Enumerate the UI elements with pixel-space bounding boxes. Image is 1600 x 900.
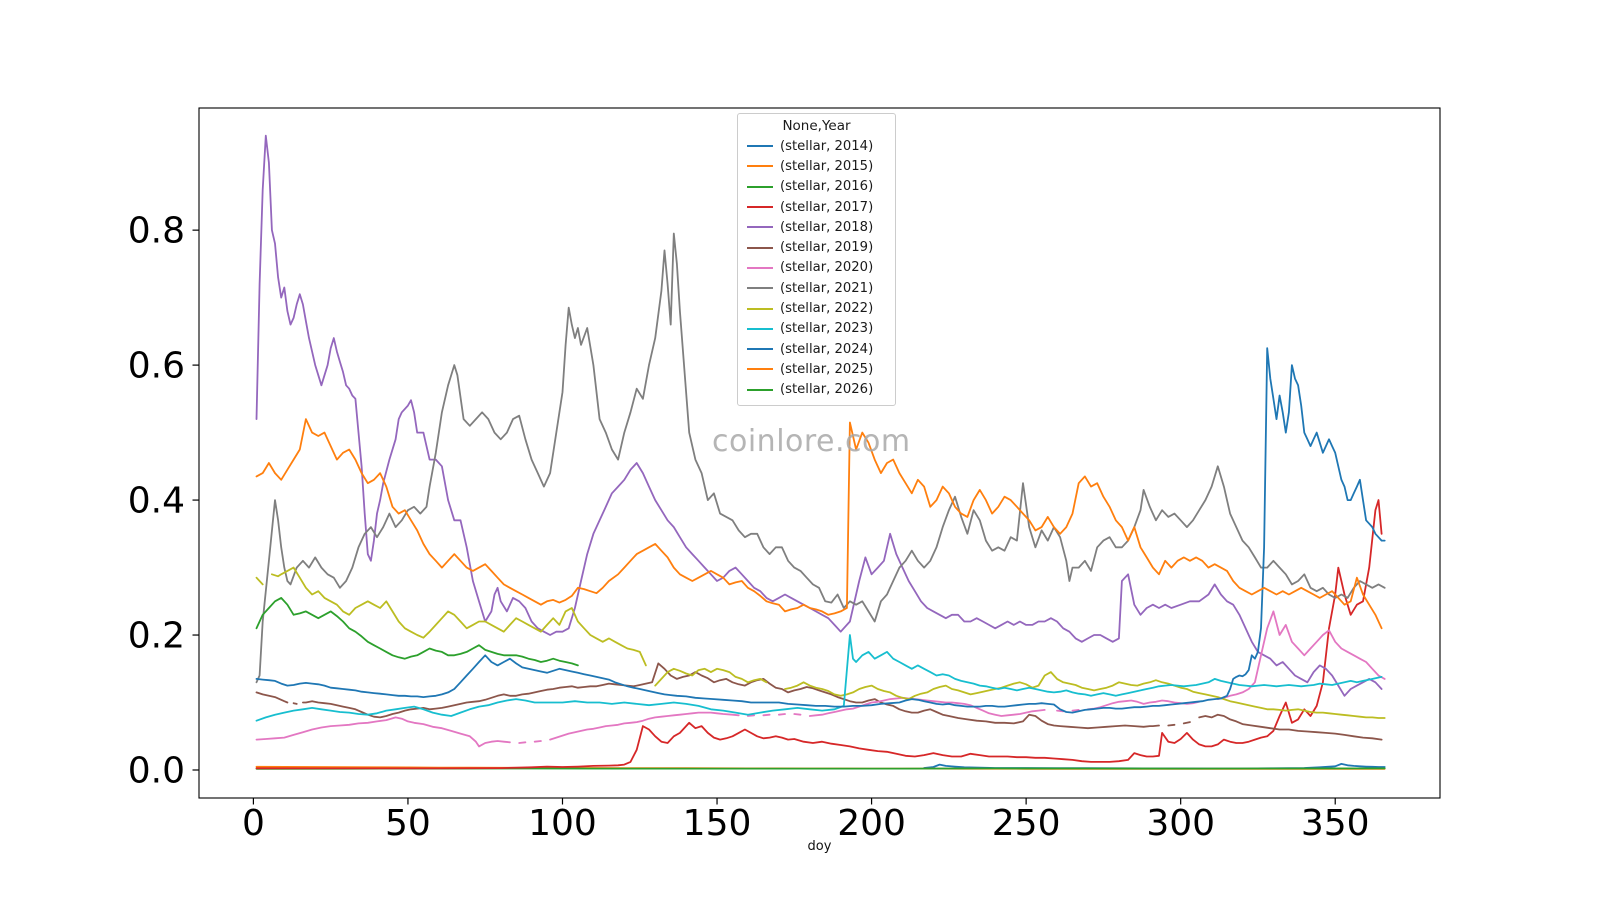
y-tick-label: 0.2 [128,616,185,657]
legend: None,Year (stellar, 2014) (stellar, 2015)… [737,113,896,406]
legend-label: (stellar, 2019) [780,240,874,256]
legend-title: None,Year [782,118,851,134]
legend-entry-2018: (stellar, 2018) [738,217,895,237]
legend-label: (stellar, 2024) [780,341,874,357]
legend-label: (stellar, 2014) [780,138,874,154]
series-line-2023 [255,634,1383,722]
legend-line-swatch [747,368,773,371]
legend-entry-2021: (stellar, 2021) [738,278,895,298]
series-line-2021 [255,232,1386,684]
x-tick-label: 100 [528,803,597,844]
legend-entry-2015: (stellar, 2015) [738,156,895,176]
legend-line-swatch [747,145,773,148]
y-tick-label: 0.6 [128,346,185,387]
legend-line-swatch [747,165,773,168]
watermark-text: coinlore.com [712,424,911,459]
legend-label: (stellar, 2016) [780,179,874,195]
legend-label: (stellar, 2023) [780,321,874,337]
series-line-2025 [255,418,1383,630]
legend-line-swatch [747,206,773,209]
x-tick-label: 150 [683,803,752,844]
legend-line-swatch [747,388,773,391]
series-line-2018 [255,134,1383,697]
legend-label: (stellar, 2022) [780,301,874,317]
legend-entry-2026: (stellar, 2026) [738,380,895,400]
series-line-2020 [255,610,1386,748]
y-tick-label: 0.4 [128,481,185,522]
legend-entry-2019: (stellar, 2019) [738,237,895,257]
y-tick-label: 0.0 [128,750,185,791]
x-tick-label: 50 [385,803,431,844]
legend-label: (stellar, 2026) [780,382,874,398]
legend-entry-2014: (stellar, 2014) [738,136,895,156]
legend-label: (stellar, 2025) [780,361,874,377]
legend-line-swatch [747,348,773,351]
legend-label: (stellar, 2021) [780,280,874,296]
series-line-2026 [255,597,579,667]
legend-line-swatch [747,226,773,229]
plot-border [198,107,1441,799]
series-line-2022 [255,566,1386,719]
legend-line-swatch [747,266,773,269]
legend-label: (stellar, 2017) [780,199,874,215]
legend-entry-2020: (stellar, 2020) [738,258,895,278]
legend-label: (stellar, 2020) [780,260,874,276]
legend-line-swatch [747,287,773,290]
x-tick-label: 200 [837,803,906,844]
legend-entry-2024: (stellar, 2024) [738,339,895,359]
legend-entry-2017: (stellar, 2017) [738,197,895,217]
legend-entry-2023: (stellar, 2023) [738,319,895,339]
legend-label: (stellar, 2015) [780,158,874,174]
legend-label: (stellar, 2018) [780,219,874,235]
series-line-2017 [255,499,1383,770]
legend-line-swatch [747,307,773,310]
x-tick-label: 350 [1301,803,1370,844]
y-tick-label: 0.8 [128,211,185,252]
series-group [255,134,1386,770]
series-line-2019 [255,662,1383,741]
x-tick-label: 300 [1146,803,1215,844]
legend-entry-2025: (stellar, 2025) [738,359,895,379]
legend-entry-2016: (stellar, 2016) [738,177,895,197]
x-tick-label: 0 [242,803,265,844]
legend-line-swatch [747,246,773,249]
series-line-2024 [255,347,1386,714]
legend-entry-2022: (stellar, 2022) [738,298,895,318]
x-tick-label: 250 [992,803,1061,844]
legend-line-swatch [747,185,773,188]
x-axis-label: doy [807,839,832,854]
legend-line-swatch [747,327,773,330]
